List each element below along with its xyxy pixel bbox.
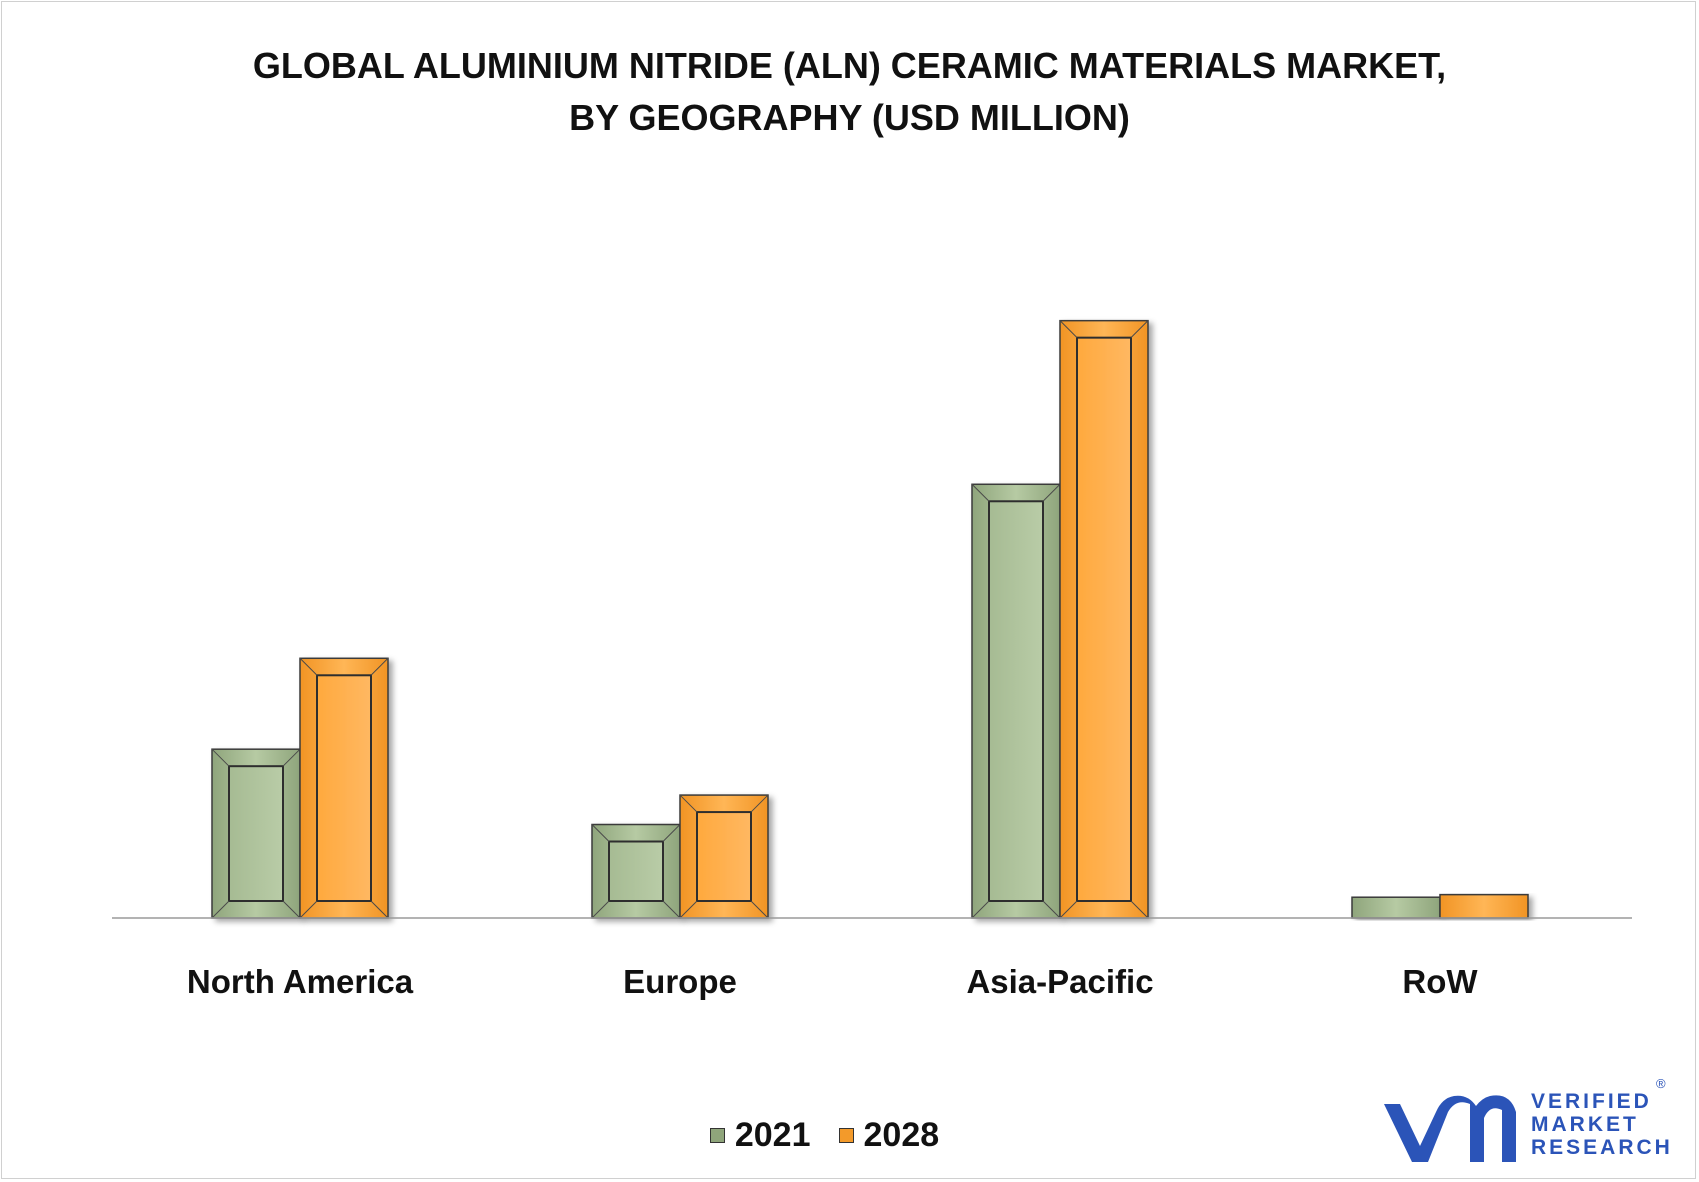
legend-label-2021: 2021 — [734, 1116, 811, 1154]
chart-title-line-2: BY GEOGRAPHY (USD MILLION) — [569, 97, 1130, 138]
bar-north-america-2021 — [211, 748, 301, 919]
logo-line-2: MARKET — [1531, 1113, 1639, 1136]
bar-row-2021 — [1351, 896, 1441, 919]
legend-item-2021: 2021 — [709, 1116, 811, 1155]
legend-item-2028: 2028 — [838, 1116, 940, 1155]
x-tick-label-north-america: North America — [187, 963, 414, 1000]
x-tick-label-europe: Europe — [623, 963, 737, 1000]
x-tick-label-asia-pacific: Asia-Pacific — [966, 963, 1153, 1000]
bar-row-2028 — [1439, 893, 1529, 919]
legend-swatch-2021 — [709, 1128, 725, 1143]
bar-asia-pacific-2021 — [971, 483, 1061, 919]
logo-line-3: RESEARCH — [1531, 1136, 1673, 1159]
bar-europe-2021 — [591, 823, 681, 919]
vmr-logo-icon — [1384, 1095, 1516, 1162]
legend-label-2028: 2028 — [863, 1116, 940, 1154]
legend-swatch-2028 — [838, 1128, 854, 1143]
logo-text: VERIFIED MARKET RESEARCH — [1531, 1090, 1673, 1159]
verified-market-research-logo: VERIFIED MARKET RESEARCH ® — [1378, 1076, 1678, 1172]
registered-mark: ® — [1656, 1076, 1666, 1091]
bar-north-america-2028 — [299, 657, 389, 919]
chart-title-line-1: GLOBAL ALUMINIUM NITRIDE (ALN) CERAMIC M… — [252, 45, 1447, 86]
bar-asia-pacific-2028 — [1059, 319, 1149, 919]
x-tick-label-row: RoW — [1402, 963, 1478, 1000]
legend: 2021 2028 — [0, 1116, 1699, 1155]
bar-europe-2028 — [679, 794, 769, 919]
chart-title: GLOBAL ALUMINIUM NITRIDE (ALN) CERAMIC M… — [0, 40, 1699, 144]
logo-line-1: VERIFIED — [1531, 1090, 1652, 1113]
